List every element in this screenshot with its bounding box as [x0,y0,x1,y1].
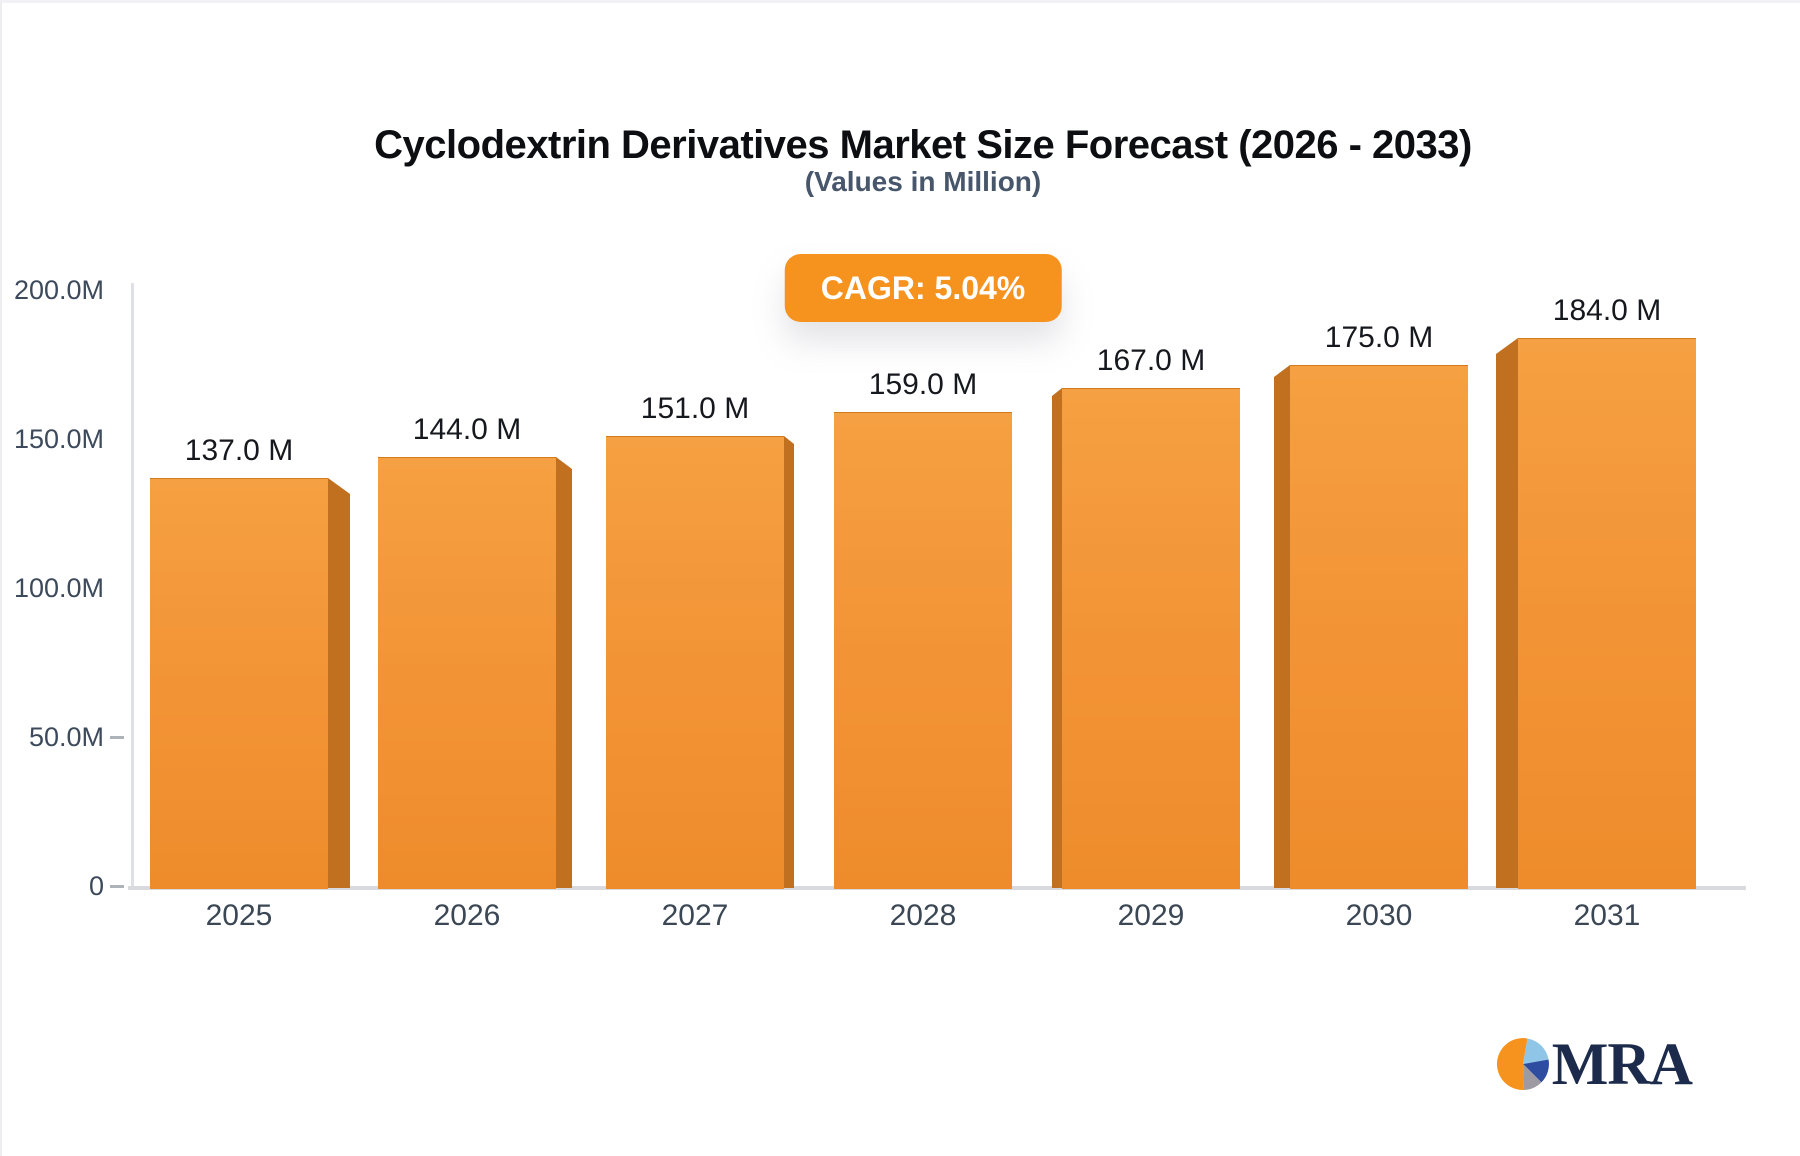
y-axis-label: 200.0M [13,275,104,305]
cagr-badge: CAGR: 5.04% [784,254,1062,322]
x-axis-label: 2026 [433,899,501,932]
x-axis-label: 2031 [1573,899,1641,932]
y-axis-label: 50.0M [28,722,104,752]
x-axis-label: 2029 [1117,899,1185,932]
chart-subtitle: (Values in Million) [804,166,1042,197]
bar-2026 [378,457,556,889]
bar-value-label: 184.0 M [1552,294,1662,327]
bar-value-label: 151.0 M [640,392,750,425]
bar-side-2026 [556,457,572,888]
y-axis-label: 100.0M [13,573,104,603]
bar-side-2025 [328,478,350,888]
x-axis-label: 2028 [889,899,957,932]
bar-side-2029 [1052,388,1062,888]
y-axis-line [131,283,134,888]
bar-2028 [834,412,1012,889]
bar-2029 [1062,388,1240,889]
logo-text: MRA [1551,1031,1693,1097]
bar-value-label: 175.0 M [1324,321,1434,354]
bar-2027 [606,436,784,889]
bar-2025 [150,478,328,889]
y-axis-tick [110,736,124,739]
bar-side-2030 [1274,365,1290,888]
x-axis-label: 2025 [205,899,273,932]
bar-value-label: 167.0 M [1096,344,1206,377]
y-axis-tick [110,885,124,888]
y-axis-label: 0 [88,871,104,901]
bar-value-label: 137.0 M [184,434,294,467]
bar-side-2027 [784,436,794,888]
mra-logo: MRA [1496,1031,1693,1097]
y-axis-label: 150.0M [13,424,104,454]
bar-2031 [1518,338,1696,889]
bar-value-label: 159.0 M [868,368,978,401]
x-axis-label: 2027 [661,899,729,932]
x-axis-label: 2030 [1345,899,1413,932]
bar-2030 [1290,365,1468,889]
chart-title: Cyclodextrin Derivatives Market Size For… [374,122,1472,167]
bar-side-2031 [1496,338,1518,888]
pie-chart-icon [1496,1038,1549,1090]
bar-value-label: 144.0 M [412,413,522,446]
